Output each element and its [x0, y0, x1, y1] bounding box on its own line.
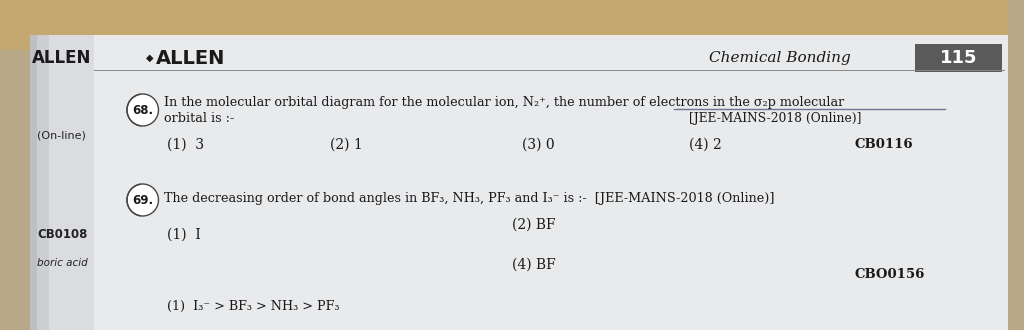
Text: The decreasing order of bond angles in BF₃, NH₃, PF₃ and I₃⁻ is :-  [JEE-MAINS-2: The decreasing order of bond angles in B…	[165, 192, 775, 205]
Text: 69.: 69.	[132, 193, 154, 207]
Circle shape	[127, 184, 159, 216]
FancyBboxPatch shape	[30, 35, 1008, 330]
Text: (4) BF: (4) BF	[512, 258, 556, 272]
Text: orbital is :-: orbital is :-	[165, 112, 234, 125]
Text: 115: 115	[940, 49, 978, 67]
Text: CBO0156: CBO0156	[854, 268, 925, 281]
Text: (1)  I₃⁻ > BF₃ > NH₃ > PF₃: (1) I₃⁻ > BF₃ > NH₃ > PF₃	[167, 300, 340, 313]
Text: [JEE-MAINS-2018 (Online)]: [JEE-MAINS-2018 (Online)]	[689, 112, 861, 125]
Text: (1)  I: (1) I	[167, 228, 201, 242]
FancyBboxPatch shape	[30, 35, 38, 330]
Text: CB0108: CB0108	[38, 228, 88, 241]
Text: (2) 1: (2) 1	[330, 138, 362, 152]
Text: In the molecular orbital diagram for the molecular ion, N₂⁺, the number of elect: In the molecular orbital diagram for the…	[165, 96, 845, 109]
Text: boric acid: boric acid	[38, 258, 88, 268]
Text: (On-line): (On-line)	[38, 130, 86, 140]
Text: Chemical Bonding: Chemical Bonding	[709, 51, 851, 65]
Text: (4) 2: (4) 2	[689, 138, 722, 152]
Circle shape	[127, 94, 159, 126]
Text: (1)  3: (1) 3	[167, 138, 205, 152]
Text: (2) BF: (2) BF	[512, 218, 555, 232]
Text: ALLEN: ALLEN	[156, 49, 225, 68]
Text: CB0116: CB0116	[854, 138, 913, 151]
Text: ◆: ◆	[145, 53, 154, 63]
Text: ALLEN: ALLEN	[32, 49, 91, 67]
Text: 68.: 68.	[132, 104, 154, 116]
FancyBboxPatch shape	[30, 35, 49, 330]
Text: (3) 0: (3) 0	[521, 138, 554, 152]
FancyBboxPatch shape	[0, 0, 1008, 50]
FancyBboxPatch shape	[915, 44, 1002, 72]
FancyBboxPatch shape	[30, 35, 93, 330]
